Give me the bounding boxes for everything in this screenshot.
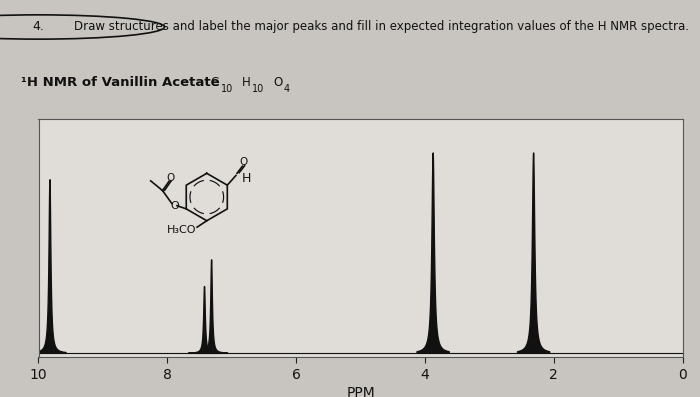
Text: 10: 10 xyxy=(252,85,265,94)
Text: H₃CO: H₃CO xyxy=(167,225,197,235)
Text: O: O xyxy=(239,157,248,167)
Text: 10: 10 xyxy=(220,85,232,94)
Text: O: O xyxy=(166,173,174,183)
Text: 4: 4 xyxy=(284,85,290,94)
Text: ¹H NMR of Vanillin Acetate: ¹H NMR of Vanillin Acetate xyxy=(21,76,220,89)
Text: Draw structures and label the major peaks and fill in expected integration value: Draw structures and label the major peak… xyxy=(74,21,689,33)
Text: 4.: 4. xyxy=(33,21,44,33)
X-axis label: PPM: PPM xyxy=(346,386,375,397)
Text: O: O xyxy=(170,200,178,211)
Text: C: C xyxy=(210,76,218,89)
Text: H: H xyxy=(241,76,251,89)
Text: H: H xyxy=(242,172,251,185)
Text: O: O xyxy=(273,76,282,89)
